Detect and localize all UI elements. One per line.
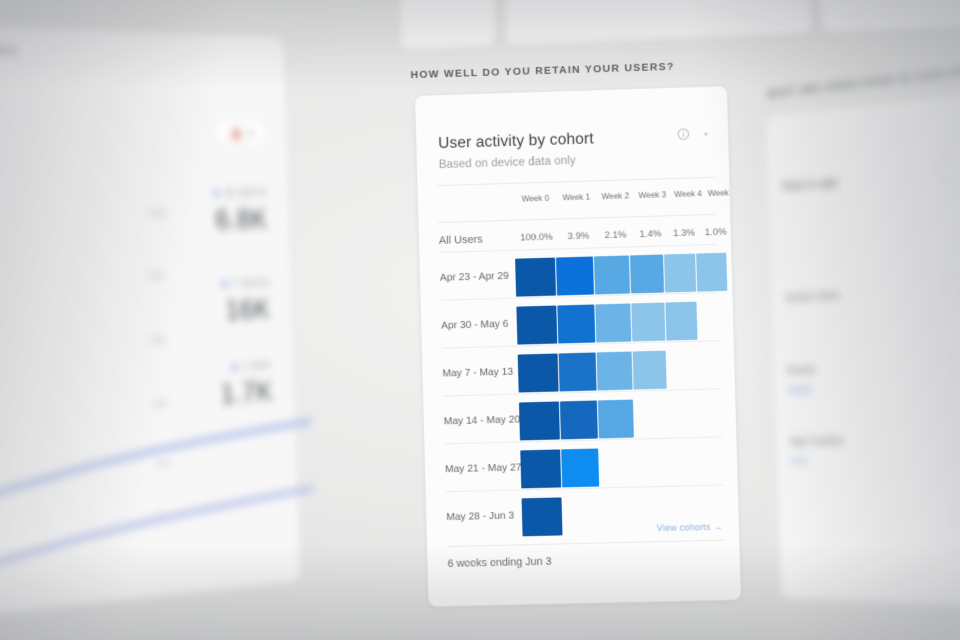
all-users-value-week-3: 1.4% bbox=[639, 228, 662, 241]
heatmap-cell[interactable] bbox=[558, 352, 597, 392]
heatmap-cell[interactable] bbox=[632, 350, 667, 390]
card-subtitle: Based on device data only bbox=[438, 154, 576, 172]
right-link-1[interactable]: view bbox=[790, 456, 808, 467]
all-users-value-week-0: 100.0% bbox=[520, 231, 553, 244]
metric-7-days: 7 DAYS 16K bbox=[222, 277, 271, 326]
top-card-2[interactable]: See all events → bbox=[503, 0, 813, 47]
metric-7-days-label: 7 DAYS bbox=[222, 277, 270, 290]
column-header-row: Week 0 Week 1 Week 2 Week 3 Week 4 Week … bbox=[438, 188, 736, 221]
heatmap-cell[interactable] bbox=[593, 255, 631, 295]
heatmap-cell[interactable] bbox=[561, 448, 600, 488]
heatmap-cell[interactable] bbox=[631, 302, 666, 342]
divider-top bbox=[437, 176, 716, 187]
axis-tick-0: 100K bbox=[147, 208, 168, 220]
heatmap-cell[interactable] bbox=[520, 449, 562, 489]
column-header-week-0: Week 0 bbox=[521, 193, 550, 204]
metric-30-days-label: 30 DAYS bbox=[213, 188, 267, 199]
right-row-3: App Crashes bbox=[789, 435, 844, 448]
right-panel: WHAT ARE USERS DOING IN YOUR APP? Time i… bbox=[763, 41, 960, 621]
card-title: User activity by cohort bbox=[438, 130, 594, 153]
right-panel-heading: WHAT ARE USERS DOING IN YOUR APP? bbox=[767, 64, 960, 101]
metric-1-day-label: 1 DAY bbox=[220, 360, 272, 374]
active-users-sparklines bbox=[0, 402, 316, 629]
right-row-icon-2[interactable] bbox=[948, 355, 960, 374]
column-header-week-1: Week 1 bbox=[562, 192, 591, 203]
heatmap-cell[interactable] bbox=[696, 252, 728, 292]
cohort-card[interactable]: User activity by cohort Based on device … bbox=[414, 85, 742, 608]
heatmap-cell[interactable] bbox=[555, 256, 594, 296]
column-header-week-4: Week 4 bbox=[674, 189, 702, 200]
cohort-row-label: Apr 30 - May 6 bbox=[441, 318, 509, 332]
cohort-row-label: Apr 23 - Apr 29 bbox=[439, 270, 509, 284]
info-icon[interactable] bbox=[677, 127, 690, 140]
all-users-value-week-1: 3.9% bbox=[567, 230, 590, 243]
right-row-icon-3[interactable] bbox=[951, 429, 960, 448]
heatmap-cell[interactable] bbox=[521, 497, 563, 537]
metric-7-days-value: 16K bbox=[225, 293, 271, 326]
section-heading: HOW WELL DO YOU RETAIN YOUR USERS? bbox=[410, 60, 675, 82]
heatmap-cell[interactable] bbox=[518, 401, 560, 441]
cohort-row-label: May 28 - Jun 3 bbox=[446, 510, 515, 524]
heatmap-cell[interactable] bbox=[629, 254, 665, 294]
metric-30-days-value: 6.8K bbox=[214, 204, 269, 236]
axis-tick-3: 40K bbox=[153, 398, 169, 411]
heatmap-cell[interactable] bbox=[557, 304, 596, 344]
cohort-rows: Apr 23 - Apr 29 Apr 30 - May 6 May 7 - May… bbox=[415, 86, 728, 537]
column-header-week-2: Week 2 bbox=[601, 191, 630, 202]
top-card-3[interactable]: View users bbox=[815, 0, 960, 33]
left-panel-heading: Active Users bbox=[0, 39, 18, 58]
card-actions bbox=[677, 127, 712, 141]
column-header-week-5: Week 5 bbox=[707, 188, 736, 199]
heatmap-cell[interactable] bbox=[665, 301, 698, 341]
right-link-0[interactable]: details bbox=[788, 385, 813, 396]
cohort-row-label: May 7 - May 13 bbox=[442, 366, 514, 380]
right-row-icon-0[interactable] bbox=[941, 160, 959, 179]
heatmap-cell[interactable] bbox=[597, 399, 634, 439]
all-users-value-week-4: 1.3% bbox=[672, 227, 696, 240]
heatmap-cell[interactable] bbox=[595, 303, 632, 343]
all-users-value-week-5: 1.0% bbox=[704, 226, 727, 239]
warning-pill[interactable] bbox=[213, 117, 269, 148]
all-users-value-week-2: 2.1% bbox=[604, 229, 627, 242]
cohort-row-label: May 21 - May 27 bbox=[444, 462, 522, 476]
card-footnote: 6 weeks ending Jun 3 bbox=[447, 555, 552, 570]
heatmap-cell[interactable] bbox=[559, 400, 598, 440]
heatmap-cell[interactable] bbox=[516, 305, 558, 345]
view-cohorts-link[interactable]: View cohorts → bbox=[656, 521, 723, 534]
axis-tick-1: 80K bbox=[148, 270, 165, 282]
app-usage-card[interactable]: Time in app Screen views Events details … bbox=[764, 91, 960, 607]
top-card-1[interactable] bbox=[399, 0, 496, 51]
heatmap-cell[interactable] bbox=[664, 253, 697, 293]
top-card-strip: See all events → View users bbox=[399, 0, 960, 53]
right-panel-summary: Time in app bbox=[780, 174, 838, 194]
warning-triangle-icon bbox=[229, 125, 244, 139]
axis-tick-2: 60K bbox=[151, 334, 167, 346]
right-row-icon-1[interactable] bbox=[945, 279, 960, 298]
heatmap-cell[interactable] bbox=[517, 353, 559, 393]
left-panel: Active Users By Date 100K 80K 60K 40K 20… bbox=[0, 23, 299, 623]
more-options-icon[interactable] bbox=[248, 130, 253, 135]
active-users-card[interactable]: Active Users By Date 100K 80K 60K 40K 20… bbox=[0, 23, 300, 622]
heatmap-cell[interactable] bbox=[596, 351, 633, 391]
column-header-week-3: Week 3 bbox=[638, 190, 667, 201]
metric-1-day: 1 DAY 1.7K bbox=[220, 360, 274, 411]
metric-30-days: 30 DAYS 6.8K bbox=[213, 188, 268, 237]
heatmap-cell[interactable] bbox=[515, 257, 557, 297]
right-row-2: Events bbox=[787, 364, 816, 377]
more-options-icon[interactable] bbox=[700, 127, 712, 139]
right-row-icon-4[interactable] bbox=[953, 504, 960, 523]
all-users-label: All Users bbox=[438, 233, 483, 247]
right-row-1: Screen views bbox=[784, 289, 841, 304]
cohort-row-label: May 14 - May 20 bbox=[443, 414, 521, 428]
divider-bottom bbox=[447, 539, 726, 548]
cohort-section: HOW WELL DO YOU RETAIN YOUR USERS? User … bbox=[403, 47, 750, 616]
